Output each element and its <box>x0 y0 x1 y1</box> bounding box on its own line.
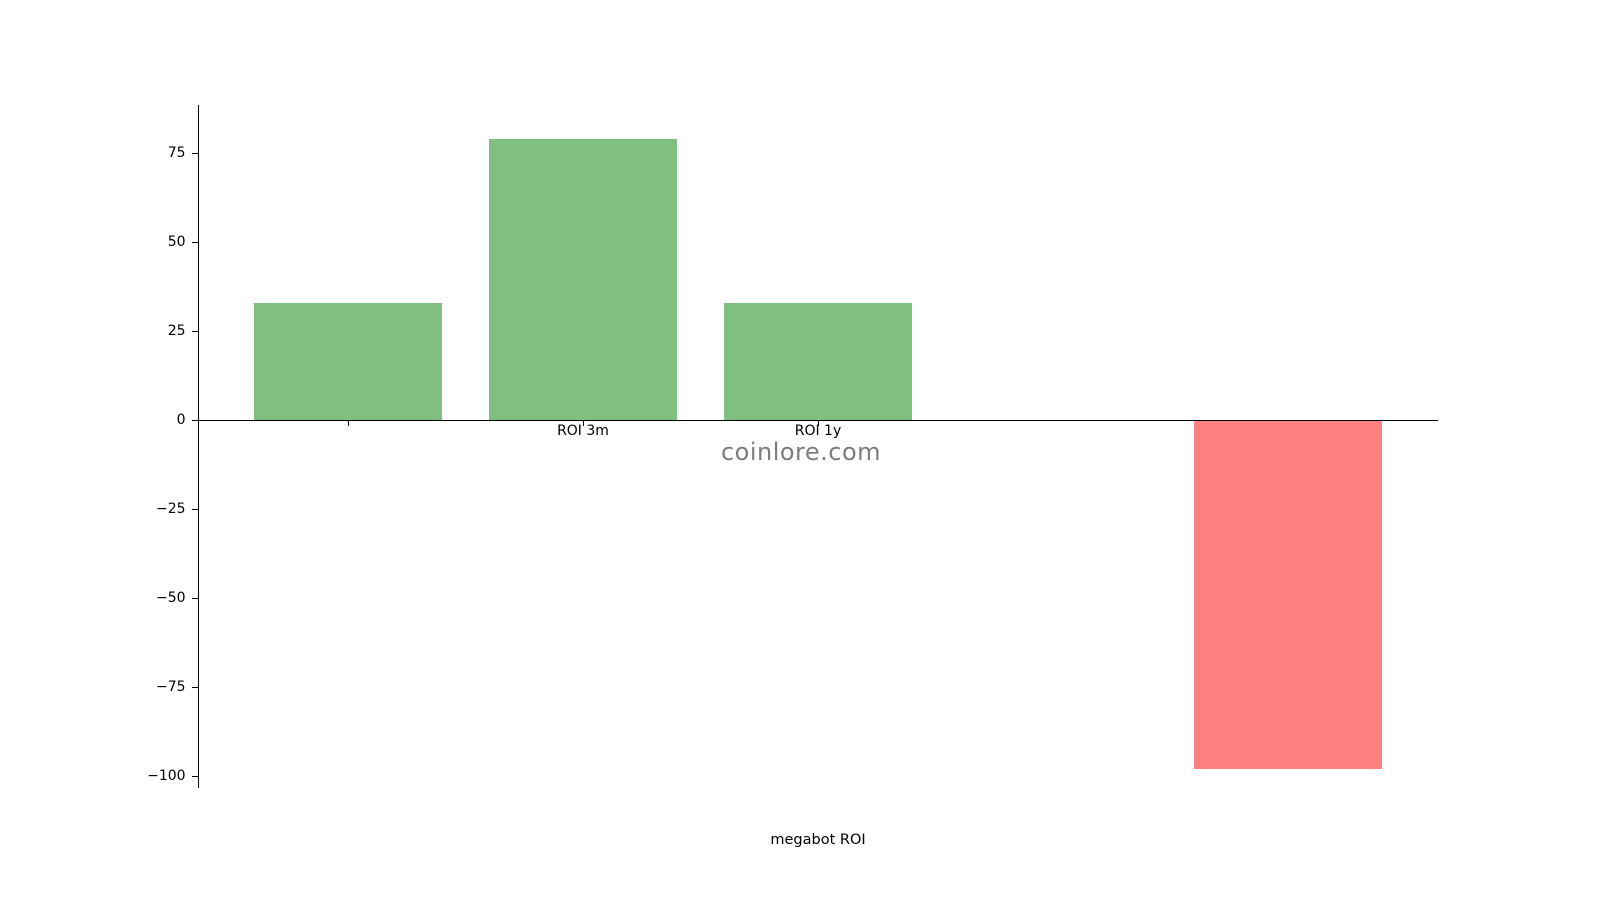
x-tick-label: ROI 3m <box>557 423 609 439</box>
y-tick-label: 0 <box>176 412 186 428</box>
y-tick-mark <box>191 241 198 243</box>
y-tick-label: 25 <box>167 323 186 339</box>
y-tick-label: −25 <box>156 501 186 517</box>
y-tick-mark <box>191 330 198 332</box>
y-tick-label: 50 <box>167 234 186 250</box>
y-axis-spine <box>197 104 199 789</box>
x-axis-title: megabot ROI <box>770 832 866 848</box>
y-tick-label: −50 <box>156 590 186 606</box>
x-tick-mark <box>582 420 584 426</box>
y-tick-mark <box>191 419 198 421</box>
x-tick-mark <box>347 420 349 426</box>
y-tick-label: −75 <box>156 679 186 695</box>
y-tick-label: −100 <box>147 768 186 784</box>
x-tick-mark <box>817 420 819 426</box>
x-tick-label: ROI 1y <box>794 423 842 439</box>
x-axis-zero-line <box>197 419 1439 421</box>
y-tick-mark <box>191 775 198 777</box>
y-tick-mark <box>191 508 198 510</box>
y-tick-label: 75 <box>167 145 186 161</box>
watermark-text: coinlore.com <box>720 438 882 466</box>
y-tick-mark <box>191 597 198 599</box>
roi-bar-positive <box>724 302 912 420</box>
roi-bar-positive <box>254 302 442 420</box>
y-tick-mark <box>191 686 198 688</box>
roi-bar-positive <box>489 138 677 420</box>
roi-bar-negative <box>1194 420 1382 769</box>
y-tick-mark <box>191 152 198 154</box>
